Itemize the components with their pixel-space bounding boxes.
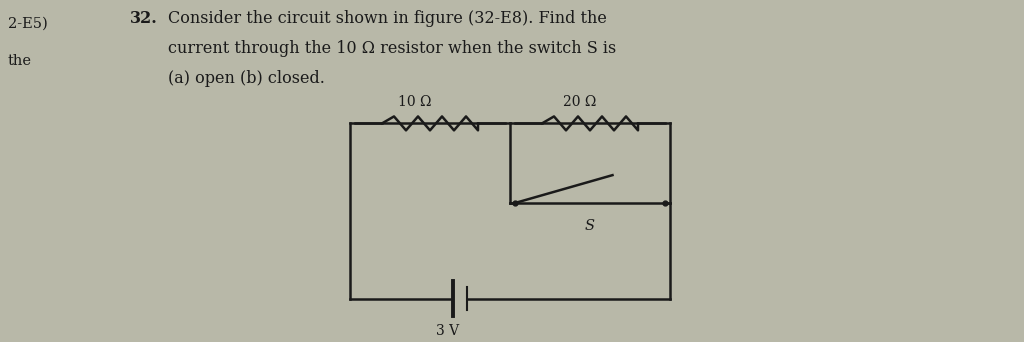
Text: (a) open (b) closed.: (a) open (b) closed. [168,70,325,87]
Text: 10 Ω: 10 Ω [398,95,432,109]
Text: 32.: 32. [130,10,158,27]
Text: 20 Ω: 20 Ω [563,95,597,109]
Text: current through the 10 Ω resistor when the switch S is: current through the 10 Ω resistor when t… [168,40,616,57]
Text: 3 V: 3 V [436,325,460,338]
Text: the: the [8,54,32,68]
Text: 2-E5): 2-E5) [8,17,48,31]
Text: S: S [585,219,595,233]
Text: Consider the circuit shown in figure (32-E8). Find the: Consider the circuit shown in figure (32… [168,10,607,27]
